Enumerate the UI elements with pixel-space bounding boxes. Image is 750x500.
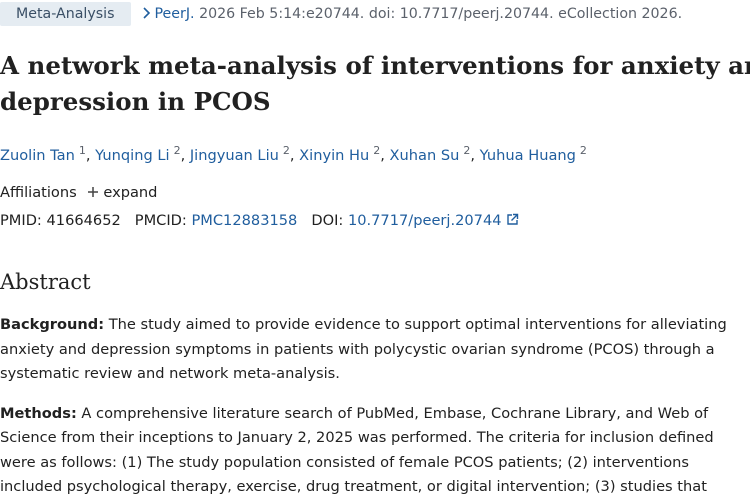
author-name[interactable]: Yuhua Huang [479, 147, 576, 164]
plus-icon [88, 187, 99, 197]
author-separator: , [470, 147, 476, 164]
identifier-value[interactable]: PMC12883158 [191, 212, 298, 229]
identifier: PMCID: PMC12883158 [135, 212, 298, 229]
chevron-icon [142, 7, 150, 19]
section-label: Methods: [0, 404, 77, 422]
author-name[interactable]: Zuolin Tan [0, 147, 75, 164]
identifier: DOI: 10.7717/peerj.20744 [311, 212, 518, 229]
affiliation-number[interactable]: 1 [78, 144, 86, 157]
identifier-value: 41664652 [46, 212, 121, 229]
author-name[interactable]: Xuhan Su [389, 147, 460, 164]
section-text: The study aimed to provide evidence to s… [0, 316, 727, 382]
affiliations-label: Affiliations [0, 184, 77, 201]
author-name[interactable]: Jingyuan Liu [189, 147, 279, 164]
abstract-body: Background: The study aimed to provide e… [0, 313, 750, 500]
journal-link[interactable]: PeerJ. [154, 6, 195, 22]
author-separator: , [289, 147, 295, 164]
affiliation-number[interactable]: 2 [579, 144, 587, 157]
author-separator: , [380, 147, 385, 164]
section-text: A comprehensive literature search of Pub… [0, 404, 714, 496]
affiliation-number[interactable]: 2 [373, 144, 381, 157]
identifier: PMID: 41664652 [0, 212, 121, 229]
affiliations: Affiliations expand [0, 184, 157, 201]
identifiers: PMID: 41664652 PMCID: PMC12883158 DOI: 10.… [0, 212, 533, 229]
affiliation-number[interactable]: 2 [463, 144, 471, 157]
external-link-icon [506, 213, 518, 225]
abstract-heading: Abstract [0, 270, 91, 294]
affiliation-number[interactable]: 2 [282, 144, 290, 157]
identifier-label: DOI: [311, 212, 344, 229]
publication-type[interactable]: Meta-Analysis [0, 2, 131, 26]
abstract-section: Methods: A comprehensive literature sear… [0, 402, 750, 500]
author-separator: , [85, 147, 91, 164]
identifier-label: PMCID: [134, 212, 187, 229]
affiliation-number[interactable]: 2 [173, 144, 181, 157]
identifier-value[interactable]: 10.7717/peerj.20744 [347, 212, 502, 229]
identifier-label: PMID: [0, 212, 42, 229]
expand-toggle[interactable]: expand [103, 184, 158, 201]
author-list: Zuolin Tan 1, Yunqing Li 2, Jingyuan Liu 2,… [0, 144, 587, 164]
abstract-section: Background: The study aimed to provide e… [0, 313, 750, 387]
author-separator: , [180, 147, 186, 164]
citation-details: 2026 Feb 5:14:e20744. doi: 10.7717/peerj… [199, 6, 683, 22]
author-name[interactable]: Yunqing Li [95, 147, 170, 164]
section-label: Background: [0, 316, 105, 333]
article-title: A network meta-analysis of interventions… [0, 51, 750, 116]
header-bar: Meta-Analysis PeerJ. 2026 Feb 5:14:e20744… [0, 2, 682, 26]
author-name[interactable]: Xinyin Hu [299, 147, 370, 164]
